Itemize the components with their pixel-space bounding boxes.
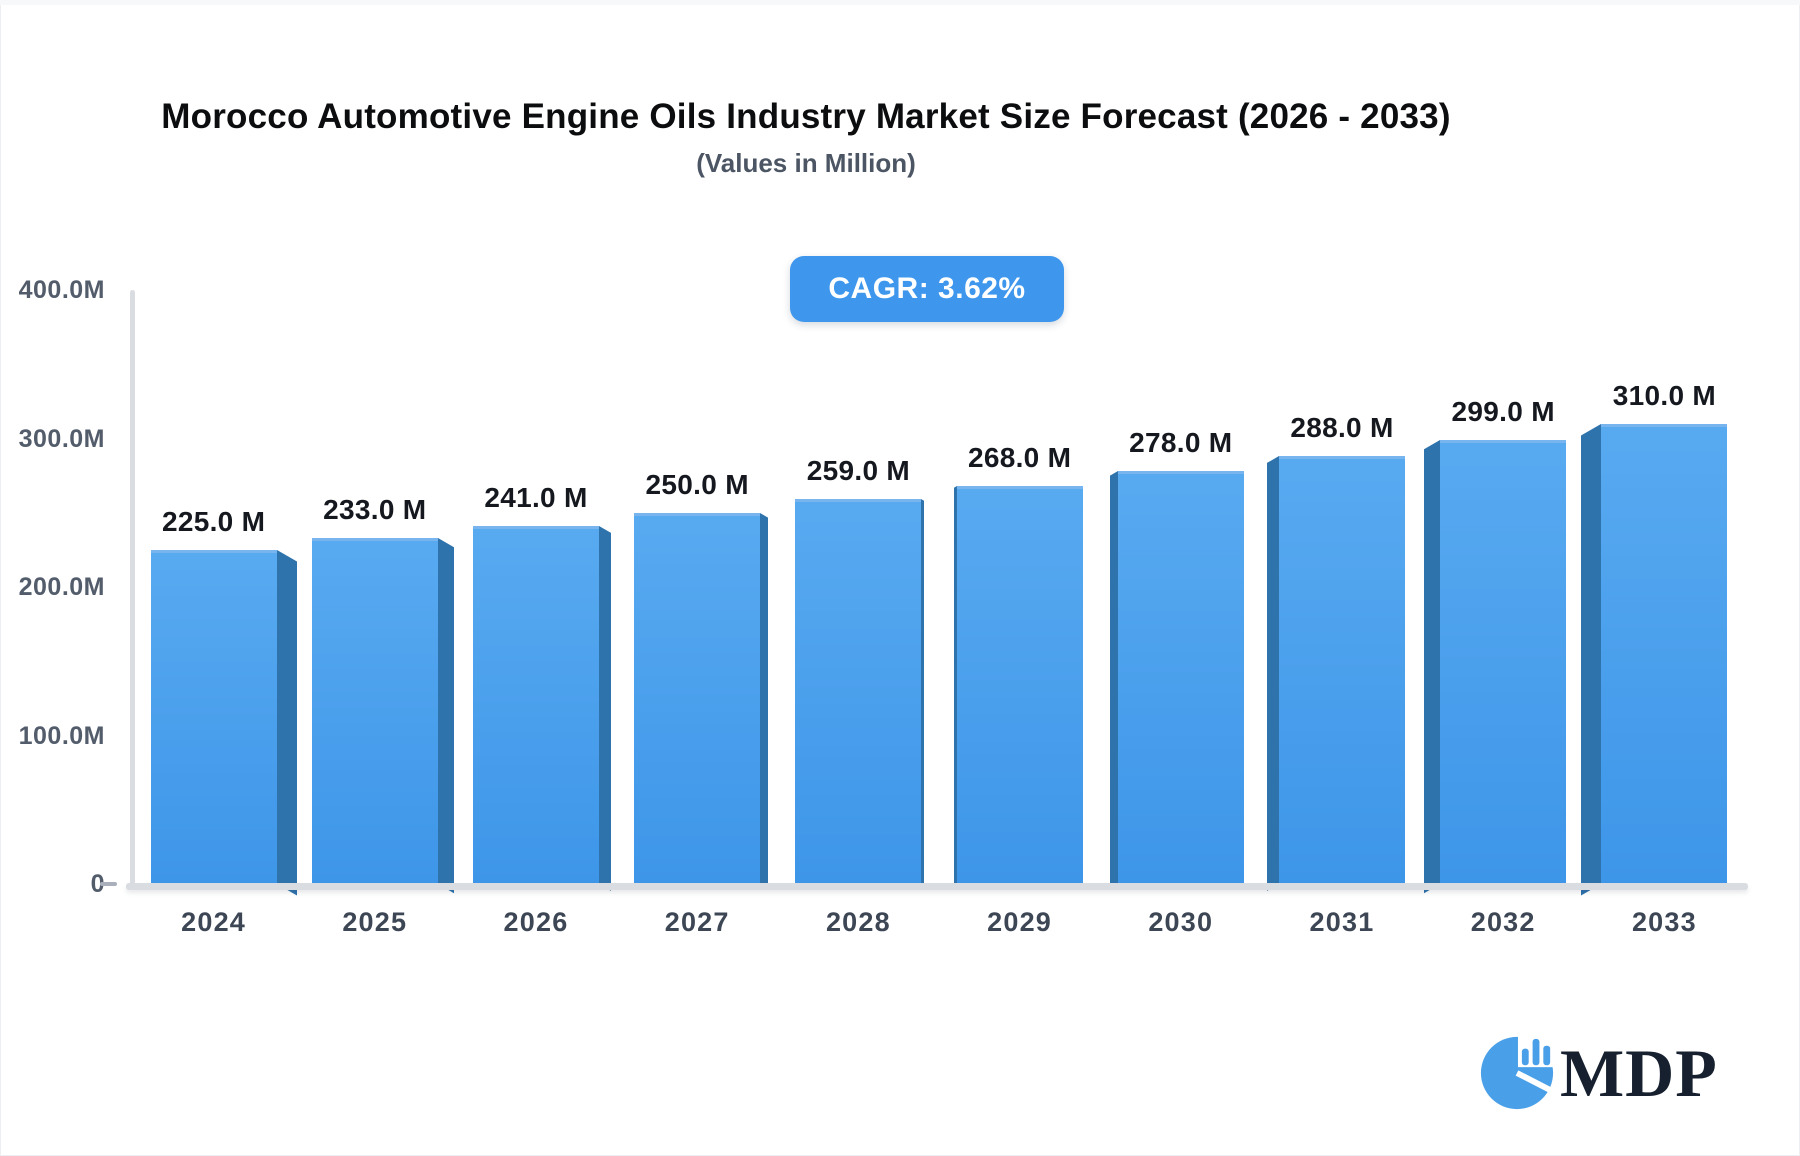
bar-2031 — [1279, 456, 1405, 884]
y-tick-label: 0 — [90, 870, 105, 898]
y-tick-label: 300.0M — [18, 424, 105, 453]
bar-side-2027 — [760, 512, 769, 889]
chart-subtitle: (Values in Million) — [696, 148, 916, 178]
bar-side-2032 — [1424, 439, 1441, 894]
x-tick-label-2031: 2031 — [1309, 907, 1375, 937]
logo-text: MDP — [1560, 1035, 1718, 1111]
bar-side-2030 — [1109, 471, 1118, 889]
bar-value-label: 225.0 M — [161, 505, 266, 537]
bar-value-label: 250.0 M — [645, 468, 749, 500]
top-strip — [0, 0, 1800, 5]
x-tick-label-2029: 2029 — [987, 907, 1053, 937]
zero-tick-mark — [100, 882, 117, 886]
y-axis-line — [130, 290, 135, 885]
bar-2026 — [473, 526, 599, 884]
x-tick-label-2026: 2026 — [503, 907, 569, 937]
bar-value-label: 288.0 M — [1290, 412, 1394, 444]
bar-side-2026 — [599, 526, 611, 891]
bar-value-label: 299.0 M — [1451, 395, 1555, 427]
bar-value-label: 259.0 M — [806, 455, 911, 487]
bar-value-label: 310.0 M — [1612, 379, 1717, 411]
x-tick-label-2033: 2033 — [1631, 907, 1697, 937]
bar-2029 — [956, 486, 1083, 884]
x-tick-label-2032: 2032 — [1470, 907, 1536, 937]
bar-2030 — [1117, 471, 1244, 884]
bar-value-label: 268.0 M — [967, 442, 1072, 474]
bar-side-2028 — [921, 499, 925, 886]
bar-chart: 400.0M 300.0M 200.0M 100.0M 0 225.0 M 2024 233… — [0, 276, 1800, 990]
cagr-badge-label: CAGR: 3.62% — [828, 272, 1026, 305]
x-tick-label-2024: 2024 — [181, 907, 247, 937]
bar-side-2033 — [1581, 423, 1602, 896]
x-tick-label-2027: 2027 — [664, 907, 730, 937]
bar-2033 — [1601, 423, 1728, 884]
bar-value-label: 278.0 M — [1129, 427, 1233, 459]
bar-2024 — [150, 549, 277, 884]
pie-bar-chart-icon — [1480, 1034, 1556, 1110]
bar-side-2025 — [437, 537, 454, 894]
x-tick-label-2028: 2028 — [825, 907, 891, 937]
bar-2032 — [1440, 439, 1567, 884]
cagr-badge: CAGR: 3.62% — [790, 256, 1064, 322]
bar-2027 — [634, 512, 761, 884]
bar-value-label: 241.0 M — [484, 482, 588, 514]
bar-side-2024 — [276, 549, 297, 896]
bar-side-2031 — [1267, 456, 1279, 891]
y-tick-label: 100.0M — [18, 721, 105, 750]
plot-area: 225.0 M 2024 233.0 M 2025 241.0 M 2026 250.0 M… — [133, 290, 1745, 937]
bar-2025 — [311, 537, 438, 884]
y-tick-label: 400.0M — [18, 276, 105, 304]
x-tick-label-2025: 2025 — [342, 907, 408, 937]
bar-value-label: 233.0 M — [323, 493, 427, 525]
mdp-logo: MDP — [1478, 1030, 1718, 1116]
y-tick-label: 200.0M — [18, 573, 105, 601]
chart-title: Morocco Automotive Engine Oils Industry … — [161, 97, 1451, 136]
x-axis-line — [126, 883, 1748, 890]
bar-2028 — [795, 499, 922, 884]
x-tick-label-2030: 2030 — [1148, 907, 1214, 937]
